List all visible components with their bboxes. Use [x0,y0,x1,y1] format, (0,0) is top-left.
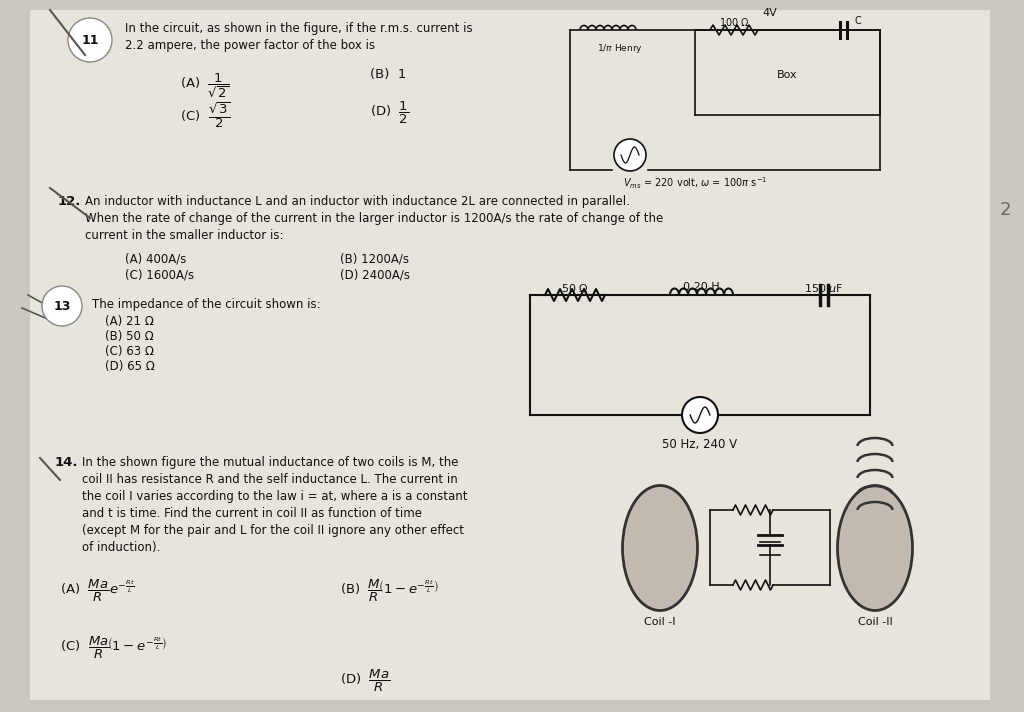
Circle shape [614,139,646,171]
Text: (C) 1600A/s: (C) 1600A/s [125,268,195,281]
Text: 14.: 14. [55,456,79,469]
Text: 13: 13 [53,300,71,313]
Ellipse shape [623,486,697,610]
Text: 50 Hz, 240 V: 50 Hz, 240 V [663,438,737,451]
Text: (A)  $\dfrac{Ma}{R}e^{-\frac{Rt}{L}}$: (A) $\dfrac{Ma}{R}e^{-\frac{Rt}{L}}$ [60,578,135,604]
Text: (D) 2400A/s: (D) 2400A/s [340,268,410,281]
Text: 0.20 H: 0.20 H [683,282,719,292]
Text: Coil -II: Coil -II [858,617,892,627]
Ellipse shape [838,486,912,610]
Text: 2: 2 [999,201,1011,219]
Text: (B)  1: (B) 1 [370,68,407,81]
Circle shape [68,18,112,62]
Text: 12.: 12. [58,195,81,208]
Text: (D)  $\dfrac{Ma}{R}$: (D) $\dfrac{Ma}{R}$ [340,668,390,694]
Text: (A) 21 Ω: (A) 21 Ω [105,315,154,328]
Text: (A)  $\dfrac{1}{\sqrt{2}}$: (A) $\dfrac{1}{\sqrt{2}}$ [180,72,230,100]
Text: (B)  $\dfrac{M}{R}\!\left(1-e^{-\frac{Rt}{L}}\right)$: (B) $\dfrac{M}{R}\!\left(1-e^{-\frac{Rt}… [340,578,438,604]
Text: (D)  $\dfrac{1}{2}$: (D) $\dfrac{1}{2}$ [370,100,410,126]
Circle shape [682,397,718,433]
Text: C: C [855,16,861,26]
Text: The impedance of the circuit shown is:: The impedance of the circuit shown is: [92,298,321,311]
Text: $V_{ms}$ = 220 volt, $\omega$ = 100$\pi$ s$^{-1}$: $V_{ms}$ = 220 volt, $\omega$ = 100$\pi$… [623,175,767,191]
Text: (B) 1200A/s: (B) 1200A/s [340,252,409,265]
Text: $1/\pi$ Henry: $1/\pi$ Henry [597,42,643,55]
Text: 11: 11 [81,33,98,46]
Text: (B) 50 Ω: (B) 50 Ω [105,330,154,343]
FancyBboxPatch shape [30,10,990,700]
Text: (C)  $\dfrac{Ma}{R}\!\left(1-e^{-\frac{Rt}{L}}\right)$: (C) $\dfrac{Ma}{R}\!\left(1-e^{-\frac{Rt… [60,635,167,661]
Text: Box: Box [776,70,798,80]
Text: 50 $\Omega$: 50 $\Omega$ [561,282,589,294]
Circle shape [42,286,82,326]
Text: 100 $\Omega$: 100 $\Omega$ [719,16,750,28]
Text: 4V: 4V [763,8,777,18]
Text: (C) 63 Ω: (C) 63 Ω [105,345,154,358]
Text: 150 $\mu$F: 150 $\mu$F [804,282,844,296]
Text: In the shown figure the mutual inductance of two coils is M, the
coil II has res: In the shown figure the mutual inductanc… [82,456,468,554]
Text: (D) 65 Ω: (D) 65 Ω [105,360,155,373]
Text: An inductor with inductance L and an inductor with inductance 2L are connected i: An inductor with inductance L and an ind… [85,195,664,242]
Text: Coil -I: Coil -I [644,617,676,627]
Text: (A) 400A/s: (A) 400A/s [125,252,186,265]
Text: (C)  $\dfrac{\sqrt{3}}{2}$: (C) $\dfrac{\sqrt{3}}{2}$ [180,100,230,130]
Text: In the circuit, as shown in the figure, if the r.m.s. current is
2.2 ampere, the: In the circuit, as shown in the figure, … [125,22,473,52]
